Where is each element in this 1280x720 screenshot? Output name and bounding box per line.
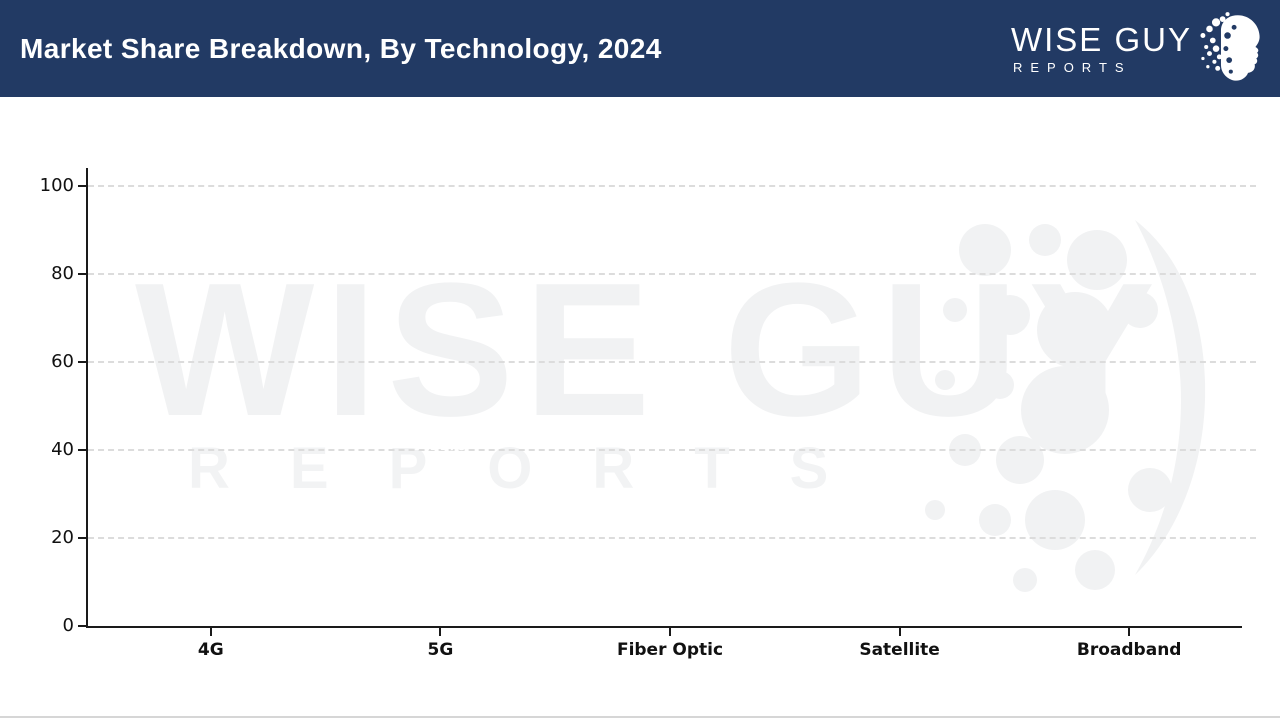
logo-reports-text: REPORTS: [1012, 59, 1132, 75]
bar-satellite: XX%: [831, 226, 969, 295]
x-tick-label-0: 4G: [197, 640, 224, 660]
y-axis: [86, 168, 88, 628]
y-tick-label-40: 40: [51, 439, 74, 460]
y-tick-label-0: 0: [62, 615, 74, 636]
x-tick-label-3: Satellite: [859, 640, 940, 660]
y-tick-100: [78, 185, 86, 187]
y-tick-20: [78, 537, 86, 539]
y-tick-40: [78, 449, 86, 451]
x-tick-2: [669, 628, 671, 636]
bar-value-label: XX%: [873, 247, 926, 272]
x-tick-label-1: 5G: [427, 640, 454, 660]
logo-wiseguy-text: WISE GUY: [1010, 20, 1192, 58]
x-tick-0: [209, 628, 212, 636]
y-tick-0: [78, 625, 86, 627]
bar-fiber-optic: XX%: [601, 294, 739, 398]
page-title: Market Share Breakdown, By Technology, 2…: [20, 32, 662, 64]
y-tick-label-80: 80: [51, 263, 74, 284]
x-tick-4: [1128, 628, 1131, 636]
x-tick-label-4: Broadband: [1076, 640, 1182, 660]
y-tick-label-100: 100: [39, 175, 74, 196]
y-tick-label-20: 20: [51, 527, 74, 548]
gridline-60: [88, 361, 1256, 363]
x-tick-label-2: Fiber Optic: [616, 640, 724, 660]
header-band: Market Share Breakdown, By Technology, 2…: [0, 0, 1280, 97]
face-profile-logo-icon: [1198, 7, 1262, 91]
brand-logo: WISE GUY REPORTS: [1011, 7, 1262, 91]
bar-value-label: XX%: [414, 431, 467, 456]
bar-value-label: 31.2%: [174, 545, 247, 570]
bottom-divider: [0, 716, 1280, 718]
gridline-80: [88, 273, 1256, 275]
gridline-20: [88, 537, 1256, 539]
gridline-40: [88, 449, 1256, 451]
x-tick-3: [898, 628, 901, 636]
y-tick-80: [78, 273, 86, 275]
brand-logo-text: WISE GUY REPORTS: [1011, 23, 1192, 75]
x-axis: [86, 626, 1242, 628]
bar-value-label: XX%: [643, 334, 697, 359]
bar-5g: XX%: [371, 398, 509, 489]
bar-4g: 31.2%: [142, 489, 280, 626]
x-tick-1: [439, 628, 442, 636]
bar-broadband: XX%: [1060, 186, 1198, 226]
gridline-100: [88, 185, 1256, 187]
watermark-face-profile-icon: [835, 190, 1215, 614]
bar-value-label: XX%: [1102, 193, 1156, 218]
y-tick-label-60: 60: [51, 351, 74, 372]
y-tick-60: [78, 361, 86, 363]
watermark-wiseguy-text: WISE GUY: [135, 244, 1166, 456]
